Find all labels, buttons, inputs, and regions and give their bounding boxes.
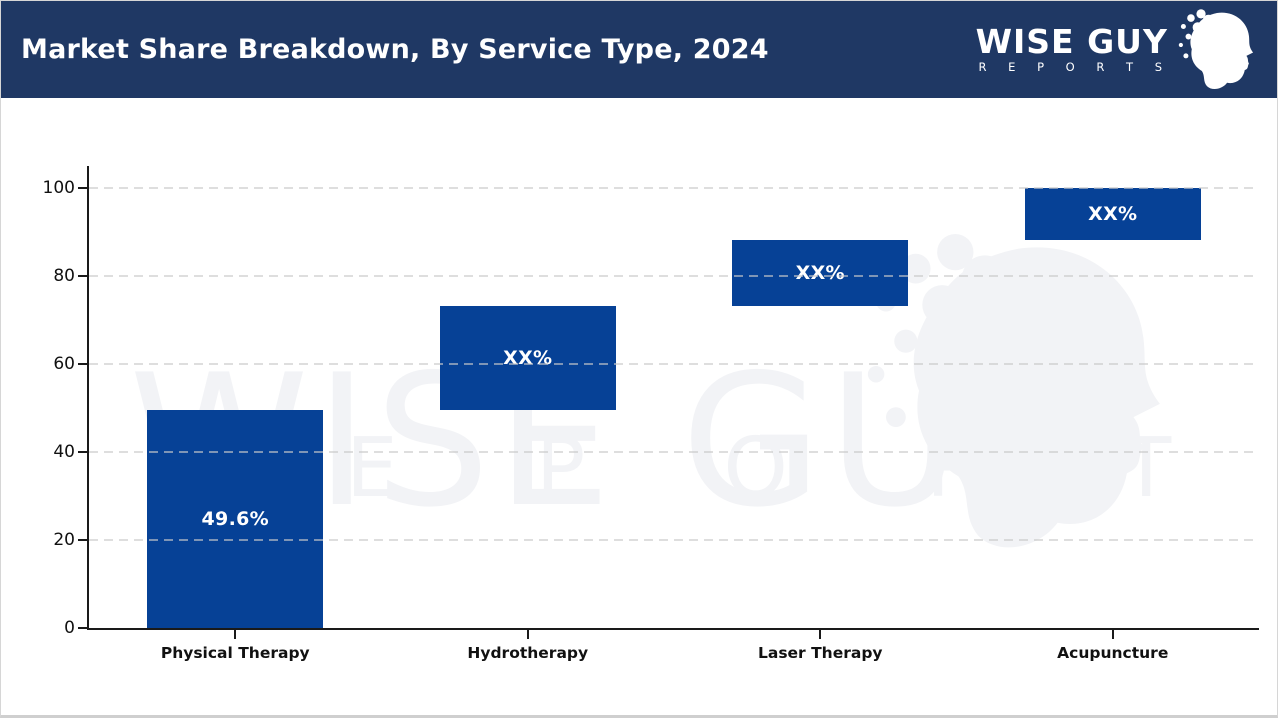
- y-tick-label: 0: [64, 618, 75, 638]
- bar-value-label: XX%: [1088, 202, 1138, 225]
- x-category-label: Physical Therapy: [160, 644, 310, 662]
- y-tick-label: 80: [53, 266, 75, 286]
- y-tick-mark: [78, 275, 87, 277]
- x-tick-mark: [234, 630, 237, 639]
- bar-value-label: XX%: [795, 261, 845, 284]
- wise-guy-head-icon: [1178, 8, 1254, 89]
- x-category-label: Hydrotherapy: [467, 644, 589, 662]
- chart-title: Market Share Breakdown, By Service Type,…: [21, 34, 769, 65]
- bar-hydrotherapy: XX%: [439, 305, 616, 410]
- gridline-40: [89, 451, 1259, 453]
- brand-wordmark: WISE GUY R E P O R T S: [973, 25, 1172, 74]
- gridline-80: [89, 275, 1259, 277]
- brand-subtitle: R E P O R T S: [978, 60, 1171, 75]
- y-tick-label: 100: [42, 178, 75, 198]
- bar-value-label: 49.6%: [201, 507, 269, 530]
- bar-acupuncture: XX%: [1024, 188, 1201, 240]
- y-tick-mark: [78, 363, 87, 365]
- y-tick-mark: [78, 627, 87, 629]
- header-bar: Market Share Breakdown, By Service Type,…: [1, 1, 1277, 98]
- bar-laser-therapy: XX%: [732, 239, 909, 306]
- bar-physical-therapy: 49.6%: [147, 409, 324, 628]
- gridline-20: [89, 539, 1259, 541]
- gridline-100: [89, 187, 1259, 189]
- y-tick-label: 40: [53, 442, 75, 462]
- y-axis-line: [87, 166, 89, 630]
- y-tick-label: 60: [53, 354, 75, 374]
- y-tick-mark: [78, 451, 87, 453]
- x-tick-mark: [526, 630, 529, 639]
- x-tick-mark: [819, 630, 822, 639]
- y-tick-mark: [78, 539, 87, 541]
- x-category-label: Laser Therapy: [757, 644, 883, 662]
- y-tick-mark: [78, 187, 87, 189]
- brand-logo: WISE GUY R E P O R T S: [973, 8, 1260, 92]
- bar-value-label: XX%: [503, 346, 553, 369]
- x-axis-line: [87, 628, 1259, 630]
- y-tick-label: 20: [53, 530, 75, 550]
- x-tick-mark: [1111, 630, 1114, 639]
- brand-name: WISE GUY: [975, 22, 1168, 62]
- gridline-60: [89, 363, 1259, 365]
- x-category-label: Acupuncture: [1057, 644, 1169, 662]
- plot-area: 0 20 40 60 80 100 49.6% Physical Therapy XX% Hydr…: [43, 166, 1259, 662]
